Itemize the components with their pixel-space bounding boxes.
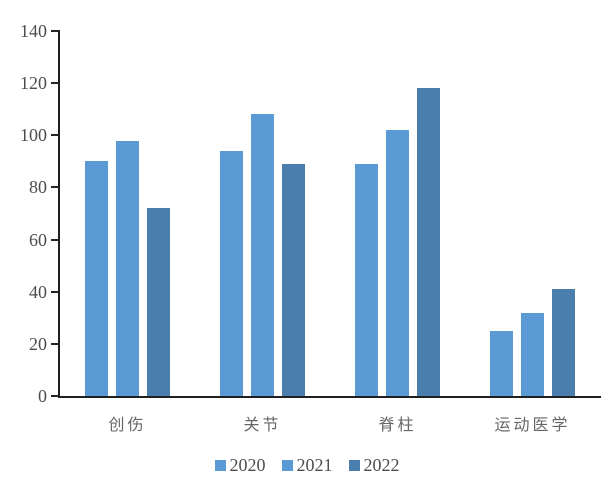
bar-2022-运动医学 <box>552 289 575 396</box>
y-axis-tick-label: 120 <box>20 73 47 94</box>
bar-2020-运动医学 <box>490 330 513 396</box>
bar-2021-脊柱 <box>386 130 409 396</box>
y-axis-tick <box>51 342 58 345</box>
x-axis-category-label: 创伤 <box>108 417 147 434</box>
y-axis-tick <box>51 82 58 85</box>
x-axis-category-label: 脊柱 <box>378 417 417 434</box>
y-axis-tick <box>51 186 58 189</box>
legend-swatch-2021 <box>281 459 293 471</box>
y-axis-tick-label: 20 <box>29 333 47 354</box>
y-axis-tick <box>51 30 58 32</box>
y-axis-tick-label: 0 <box>38 386 47 406</box>
y-axis-tick-label: 80 <box>29 177 47 198</box>
legend-swatch-2020 <box>214 459 226 471</box>
bar-2021-运动医学 <box>521 312 544 396</box>
legend-item-2022: 2022 <box>348 455 400 475</box>
x-axis-category-label: 运动医学 <box>494 417 571 434</box>
bar-2021-创伤 <box>116 140 139 396</box>
y-axis-tick-label: 100 <box>20 125 47 146</box>
x-axis-category-label: 关节 <box>243 417 282 434</box>
legend-swatch-2022 <box>348 459 360 471</box>
y-axis-tick <box>51 134 58 137</box>
legend-item-2020: 2020 <box>214 455 266 475</box>
y-axis-tick-label: 40 <box>29 281 47 302</box>
bar-2022-脊柱 <box>417 88 440 396</box>
y-axis-tick <box>51 395 58 397</box>
legend-label: 2021 <box>296 455 333 475</box>
bar-2020-创伤 <box>85 161 108 396</box>
legend-label: 2020 <box>229 455 266 475</box>
chart-legend: 2020 2021 2022 <box>0 452 614 478</box>
legend-item-2021: 2021 <box>281 455 333 475</box>
y-axis-tick <box>51 290 58 293</box>
y-axis-tick <box>51 238 58 241</box>
legend-label: 2022 <box>363 455 400 475</box>
y-axis-line <box>58 30 60 398</box>
y-axis-tick-label: 60 <box>29 229 47 250</box>
bar-2022-关节 <box>282 163 305 396</box>
bar-2021-关节 <box>251 114 274 396</box>
bar-2022-创伤 <box>147 208 170 396</box>
bar-2020-脊柱 <box>355 163 378 396</box>
x-axis-line <box>58 396 601 398</box>
bar-2020-关节 <box>220 150 243 396</box>
y-axis-tick-label: 140 <box>20 21 47 41</box>
